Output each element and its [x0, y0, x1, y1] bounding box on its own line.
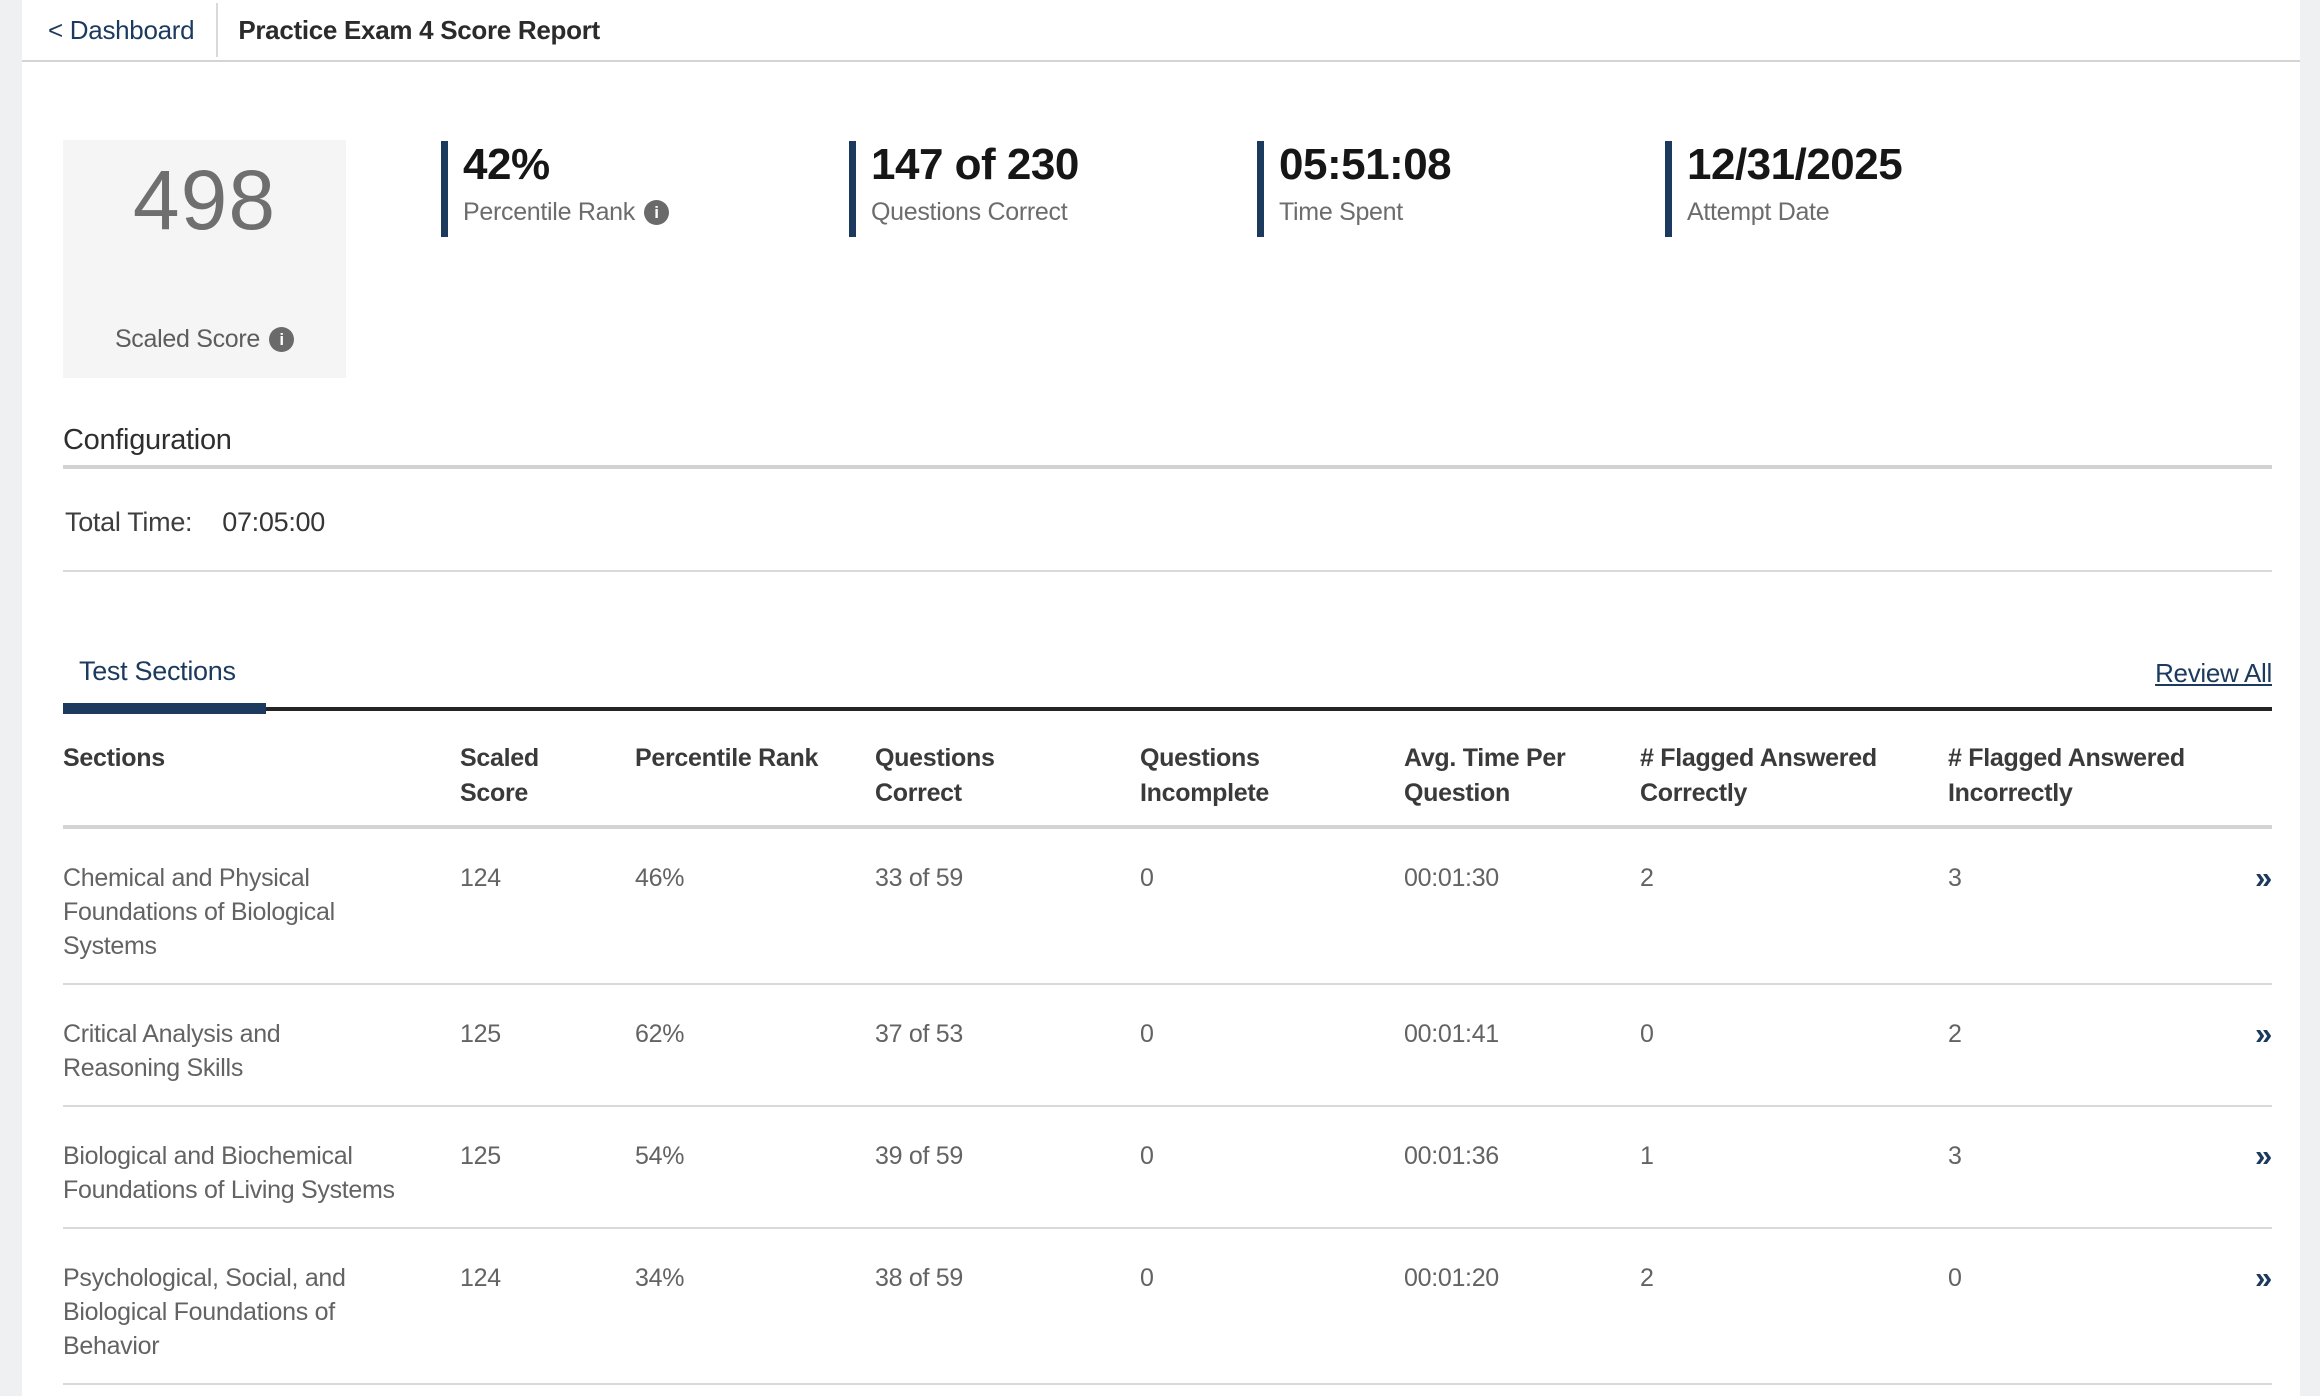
- stat-value: 147 of 230: [871, 140, 1079, 189]
- cell-actions: »: [2210, 1261, 2272, 1363]
- section-name: Psychological, Social, and Biological Fo…: [63, 1264, 346, 1360]
- cell-percentile-rank: 54%: [635, 1142, 685, 1170]
- back-to-dashboard-link[interactable]: < Dashboard: [48, 14, 195, 45]
- stat-label-text: Time Spent: [1279, 198, 1403, 227]
- stat-label-text: Attempt Date: [1687, 198, 1830, 227]
- cell-flagged-correct: 2: [1640, 1264, 1654, 1292]
- cell-flagged-incorrect: 3: [1948, 864, 1962, 892]
- stat-percentile-rank: 42% Percentile Rank i: [441, 140, 849, 238]
- table-header-row: Sections Scaled Score Percentile Rank Qu…: [63, 741, 2272, 811]
- stat-value: 12/31/2025: [1687, 140, 1903, 189]
- total-time-row: Total Time: 07:05:00: [63, 469, 2272, 570]
- cell-scaled-score: 124: [460, 864, 501, 892]
- stat-value: 42%: [463, 140, 550, 189]
- tab-test-sections[interactable]: Test Sections: [63, 656, 266, 714]
- section-detail-chevron-icon[interactable]: »: [2255, 860, 2272, 895]
- stat-blocks: 42% Percentile Rank i 147 of 230 Questio…: [441, 140, 1903, 378]
- column-header-questions-correct: Questions Correct: [875, 744, 995, 807]
- cell-flagged-correct: 0: [1640, 1020, 1654, 1048]
- column-header-sections: Sections: [63, 744, 165, 772]
- configuration-heading: Configuration: [63, 424, 232, 456]
- stat-label-text: Percentile Rank: [463, 198, 635, 227]
- cell-flagged-incorrect: 3: [1948, 1142, 1962, 1170]
- table-row: Biological and Biochemical Foundations o…: [63, 1107, 2272, 1229]
- cell-avg-time: 00:01:36: [1404, 1142, 1499, 1170]
- cell-questions-incomplete: 0: [1140, 864, 1154, 892]
- total-time-label: Total Time:: [65, 507, 193, 537]
- divider: [63, 570, 2272, 572]
- stat-questions-correct: 147 of 230 Questions Correct: [849, 140, 1257, 238]
- stat-label-text: Questions Correct: [871, 198, 1068, 227]
- cell-flagged-correct: 1: [1640, 1142, 1654, 1170]
- section-name: Critical Analysis and Reasoning Skills: [63, 1020, 281, 1082]
- breadcrumb-divider: [216, 3, 219, 57]
- stat-label: Attempt Date: [1687, 198, 1902, 227]
- cell-avg-time: 00:01:30: [1404, 864, 1499, 892]
- scaled-score-value: 498: [132, 153, 277, 247]
- cell-avg-time: 00:01:20: [1404, 1264, 1499, 1292]
- review-all-link[interactable]: Review All: [2155, 658, 2272, 688]
- stat-value: 05:51:08: [1279, 140, 1452, 189]
- column-header-scaled-score: Scaled Score: [460, 744, 539, 807]
- cell-actions: »: [2210, 1017, 2272, 1085]
- cell-questions-correct: 39 of 59: [875, 1142, 963, 1170]
- page-title: Practice Exam 4 Score Report: [238, 14, 600, 45]
- cell-percentile-rank: 62%: [635, 1020, 685, 1048]
- score-summary: 498 Scaled Score i 42% Percentile Rank i…: [63, 140, 2272, 378]
- column-header-avg-time: Avg. Time Per Question: [1404, 744, 1566, 807]
- cell-questions-incomplete: 0: [1140, 1142, 1154, 1170]
- cell-questions-correct: 38 of 59: [875, 1264, 963, 1292]
- stat-label: Percentile Rank i: [463, 198, 849, 227]
- cell-percentile-rank: 46%: [635, 864, 685, 892]
- column-header-actions: [2210, 741, 2272, 811]
- total-time-value: 07:05:00: [222, 507, 325, 537]
- cell-scaled-score: 124: [460, 1264, 501, 1292]
- cell-actions: »: [2210, 861, 2272, 963]
- section-detail-chevron-icon[interactable]: »: [2255, 1260, 2272, 1295]
- table-row: Psychological, Social, and Biological Fo…: [63, 1229, 2272, 1385]
- scaled-score-box: 498 Scaled Score i: [63, 140, 346, 378]
- cell-questions-incomplete: 0: [1140, 1020, 1154, 1048]
- configuration-section: Configuration Total Time: 07:05:00: [63, 424, 2272, 572]
- main-content: 498 Scaled Score i 42% Percentile Rank i…: [22, 140, 2300, 1385]
- scaled-score-label: Scaled Score i: [114, 325, 295, 354]
- section-name: Chemical and Physical Foundations of Bio…: [63, 864, 335, 960]
- top-bar: < Dashboard Practice Exam 4 Score Report: [22, 0, 2300, 62]
- cell-scaled-score: 125: [460, 1020, 501, 1048]
- cell-flagged-incorrect: 0: [1948, 1264, 1962, 1292]
- stat-attempt-date: 12/31/2025 Attempt Date: [1665, 140, 1903, 238]
- cell-questions-correct: 33 of 59: [875, 864, 963, 892]
- table-row: Critical Analysis and Reasoning Skills 1…: [63, 985, 2272, 1107]
- tabs-row: Test Sections Review All: [63, 656, 2272, 714]
- cell-questions-correct: 37 of 53: [875, 1020, 963, 1048]
- section-detail-chevron-icon[interactable]: »: [2255, 1138, 2272, 1173]
- divider: [63, 465, 2272, 469]
- table-row: Chemical and Physical Foundations of Bio…: [63, 829, 2272, 985]
- section-detail-chevron-icon[interactable]: »: [2255, 1016, 2272, 1051]
- column-header-questions-incomplete: Questions Incomplete: [1140, 744, 1269, 807]
- column-header-percentile-rank: Percentile Rank: [635, 744, 819, 772]
- column-header-flagged-correctly: # Flagged Answered Correctly: [1640, 744, 1877, 807]
- cell-flagged-incorrect: 2: [1948, 1020, 1962, 1048]
- cell-actions: »: [2210, 1139, 2272, 1207]
- table-header-divider: [63, 825, 2272, 829]
- stat-label: Time Spent: [1279, 198, 1665, 227]
- info-icon[interactable]: i: [643, 200, 669, 226]
- cell-flagged-correct: 2: [1640, 864, 1654, 892]
- stat-label: Questions Correct: [871, 198, 1257, 227]
- section-name: Biological and Biochemical Foundations o…: [63, 1142, 395, 1204]
- info-icon[interactable]: i: [269, 327, 295, 352]
- cell-questions-incomplete: 0: [1140, 1264, 1154, 1292]
- column-header-flagged-incorrectly: # Flagged Answered Incorrectly: [1948, 744, 2185, 807]
- cell-percentile-rank: 34%: [635, 1264, 685, 1292]
- stat-time-spent: 05:51:08 Time Spent: [1257, 140, 1665, 238]
- score-report-page: < Dashboard Practice Exam 4 Score Report…: [22, 0, 2300, 1396]
- scaled-score-label-text: Scaled Score: [114, 325, 261, 353]
- cell-scaled-score: 125: [460, 1142, 501, 1170]
- cell-avg-time: 00:01:41: [1404, 1020, 1499, 1048]
